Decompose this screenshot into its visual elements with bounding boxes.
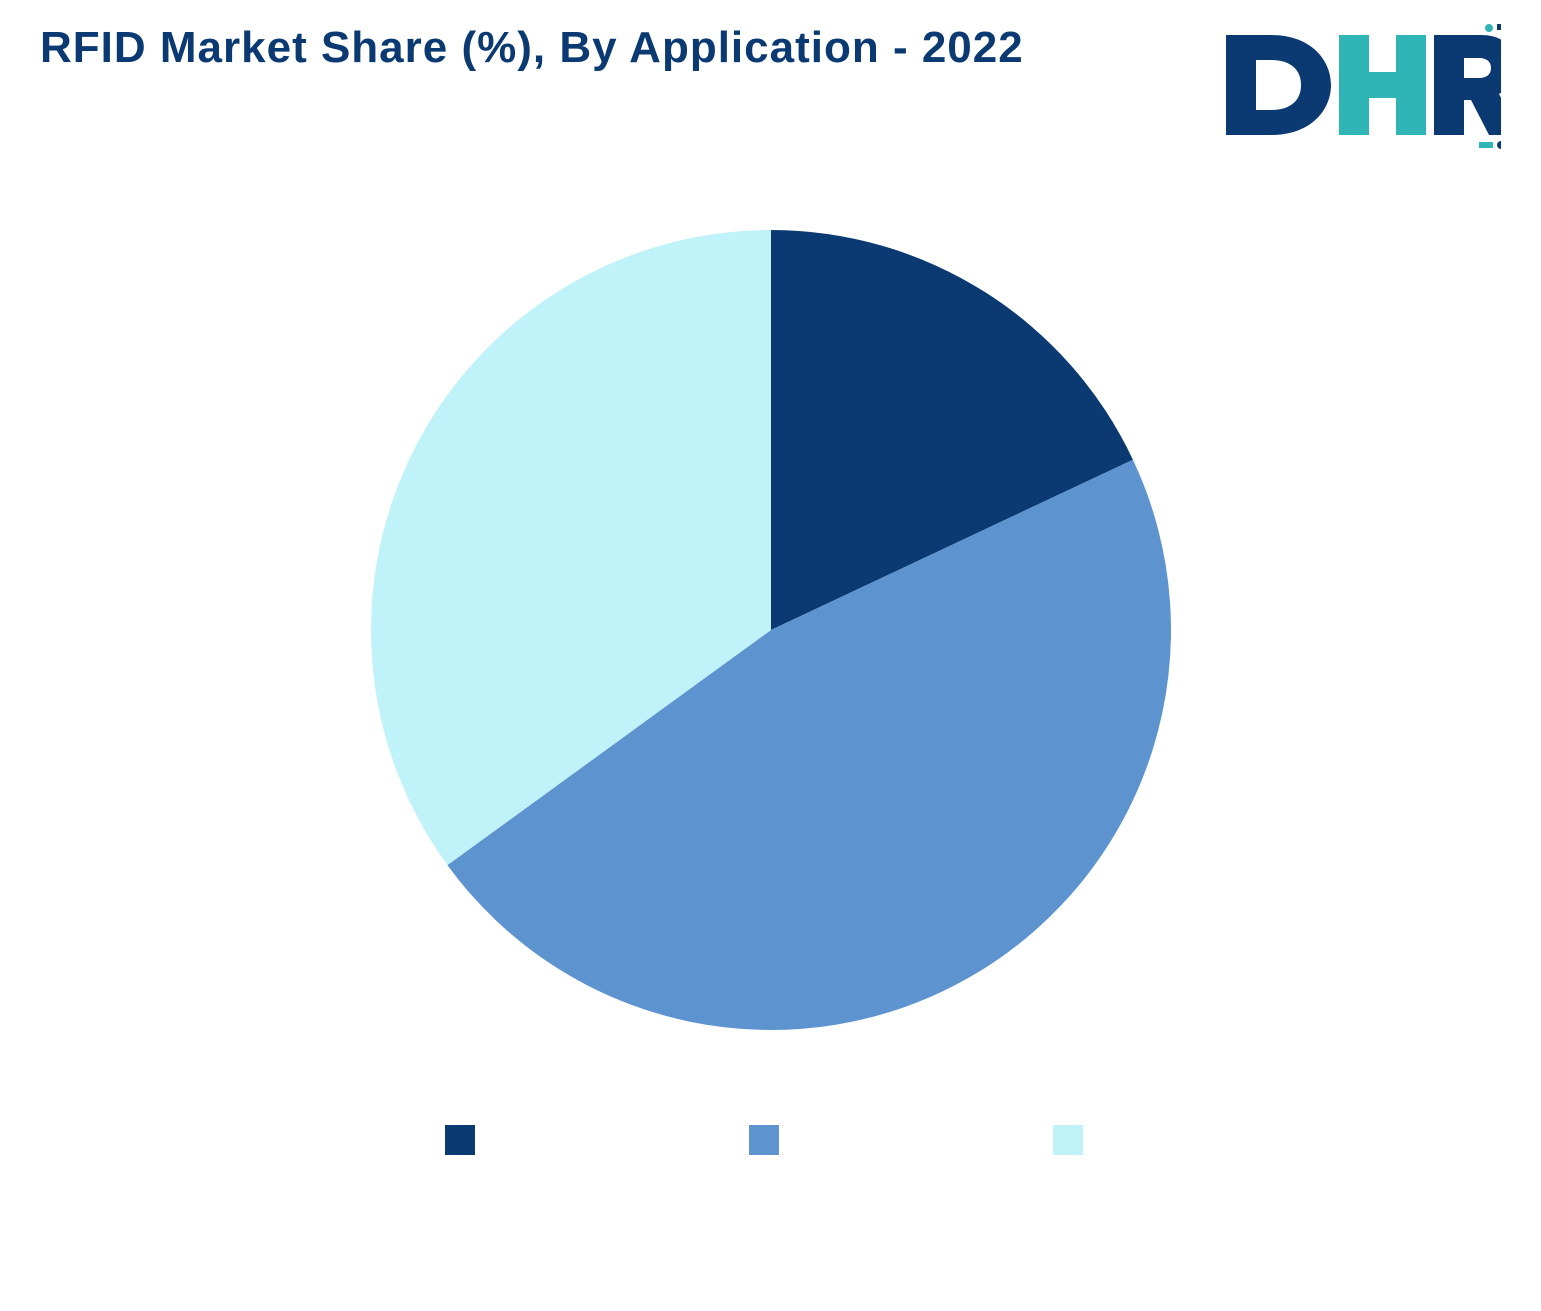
logo-letter-r <box>1434 35 1501 135</box>
logo-letter-h <box>1339 35 1426 135</box>
logo-accent-dot <box>1485 24 1493 32</box>
logo-accent-dash <box>1497 24 1501 30</box>
legend <box>0 1125 1541 1155</box>
logo-accent-dash <box>1479 142 1493 148</box>
legend-item-1 <box>749 1125 793 1155</box>
legend-item-2 <box>1053 1125 1097 1155</box>
pie-svg <box>341 200 1201 1060</box>
legend-swatch <box>445 1125 475 1155</box>
header: RFID Market Share (%), By Application - … <box>0 0 1541 160</box>
legend-swatch <box>1053 1125 1083 1155</box>
dhr-logo-svg <box>1221 20 1501 160</box>
logo-accent-dot <box>1497 141 1501 149</box>
dhr-logo <box>1221 20 1501 160</box>
legend-item-0 <box>445 1125 489 1155</box>
pie-chart <box>341 200 1201 1065</box>
chart-area <box>0 200 1541 1065</box>
chart-title: RFID Market Share (%), By Application - … <box>40 20 1024 75</box>
legend-swatch <box>749 1125 779 1155</box>
logo-letter-d <box>1226 35 1331 135</box>
